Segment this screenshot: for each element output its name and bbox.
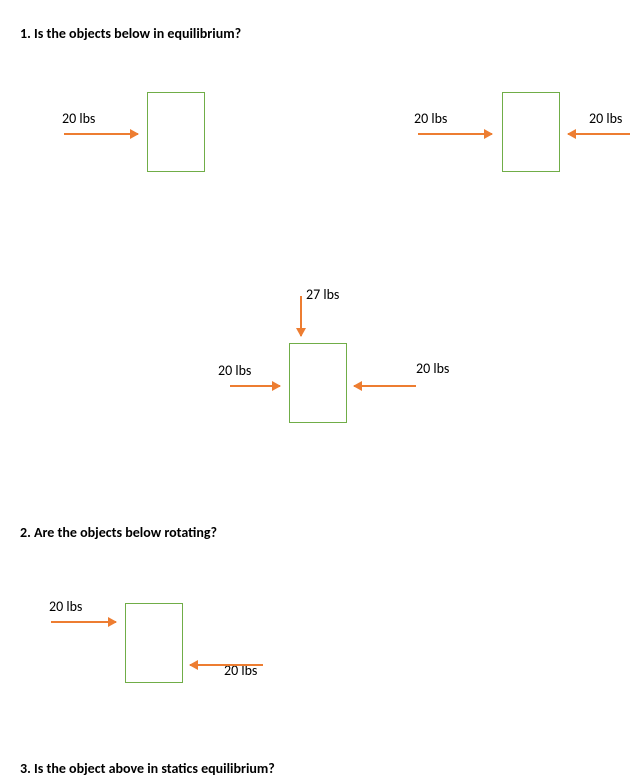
question-3: 3. Is the object above in statics equili… — [20, 760, 275, 777]
diagram-3-force-right-label: 20 lbs — [416, 360, 449, 377]
diagram-2-box — [502, 92, 560, 172]
diagram-3-force-top-label: 27 lbs — [306, 286, 339, 303]
diagram-3-force-right-arrow — [354, 385, 416, 387]
diagram-2-force-right-arrow — [568, 133, 630, 135]
diagram-4-force-bottom-arrow — [190, 664, 263, 666]
diagram-2-force-left-arrow — [418, 133, 492, 135]
diagram-4-force-top-label: 20 lbs — [49, 598, 82, 615]
question-2: 2. Are the objects below rotating? — [20, 524, 217, 541]
diagram-3-force-left-label: 20 lbs — [218, 362, 251, 379]
diagram-2-force-right-label: 20 lbs — [589, 110, 622, 127]
diagram-1-force-arrow — [64, 133, 138, 135]
diagram-4-force-top-arrow — [51, 621, 116, 623]
diagram-1-box — [147, 92, 205, 172]
diagram-3-force-top-arrow — [300, 296, 302, 336]
diagram-1-force-label: 20 lbs — [62, 110, 95, 127]
diagram-4-box — [125, 603, 183, 683]
question-1: 1. Is the objects below in equilibrium? — [20, 25, 241, 42]
diagram-3-box — [289, 343, 347, 423]
diagram-2-force-left-label: 20 lbs — [414, 110, 447, 127]
diagram-3-force-left-arrow — [230, 385, 280, 387]
